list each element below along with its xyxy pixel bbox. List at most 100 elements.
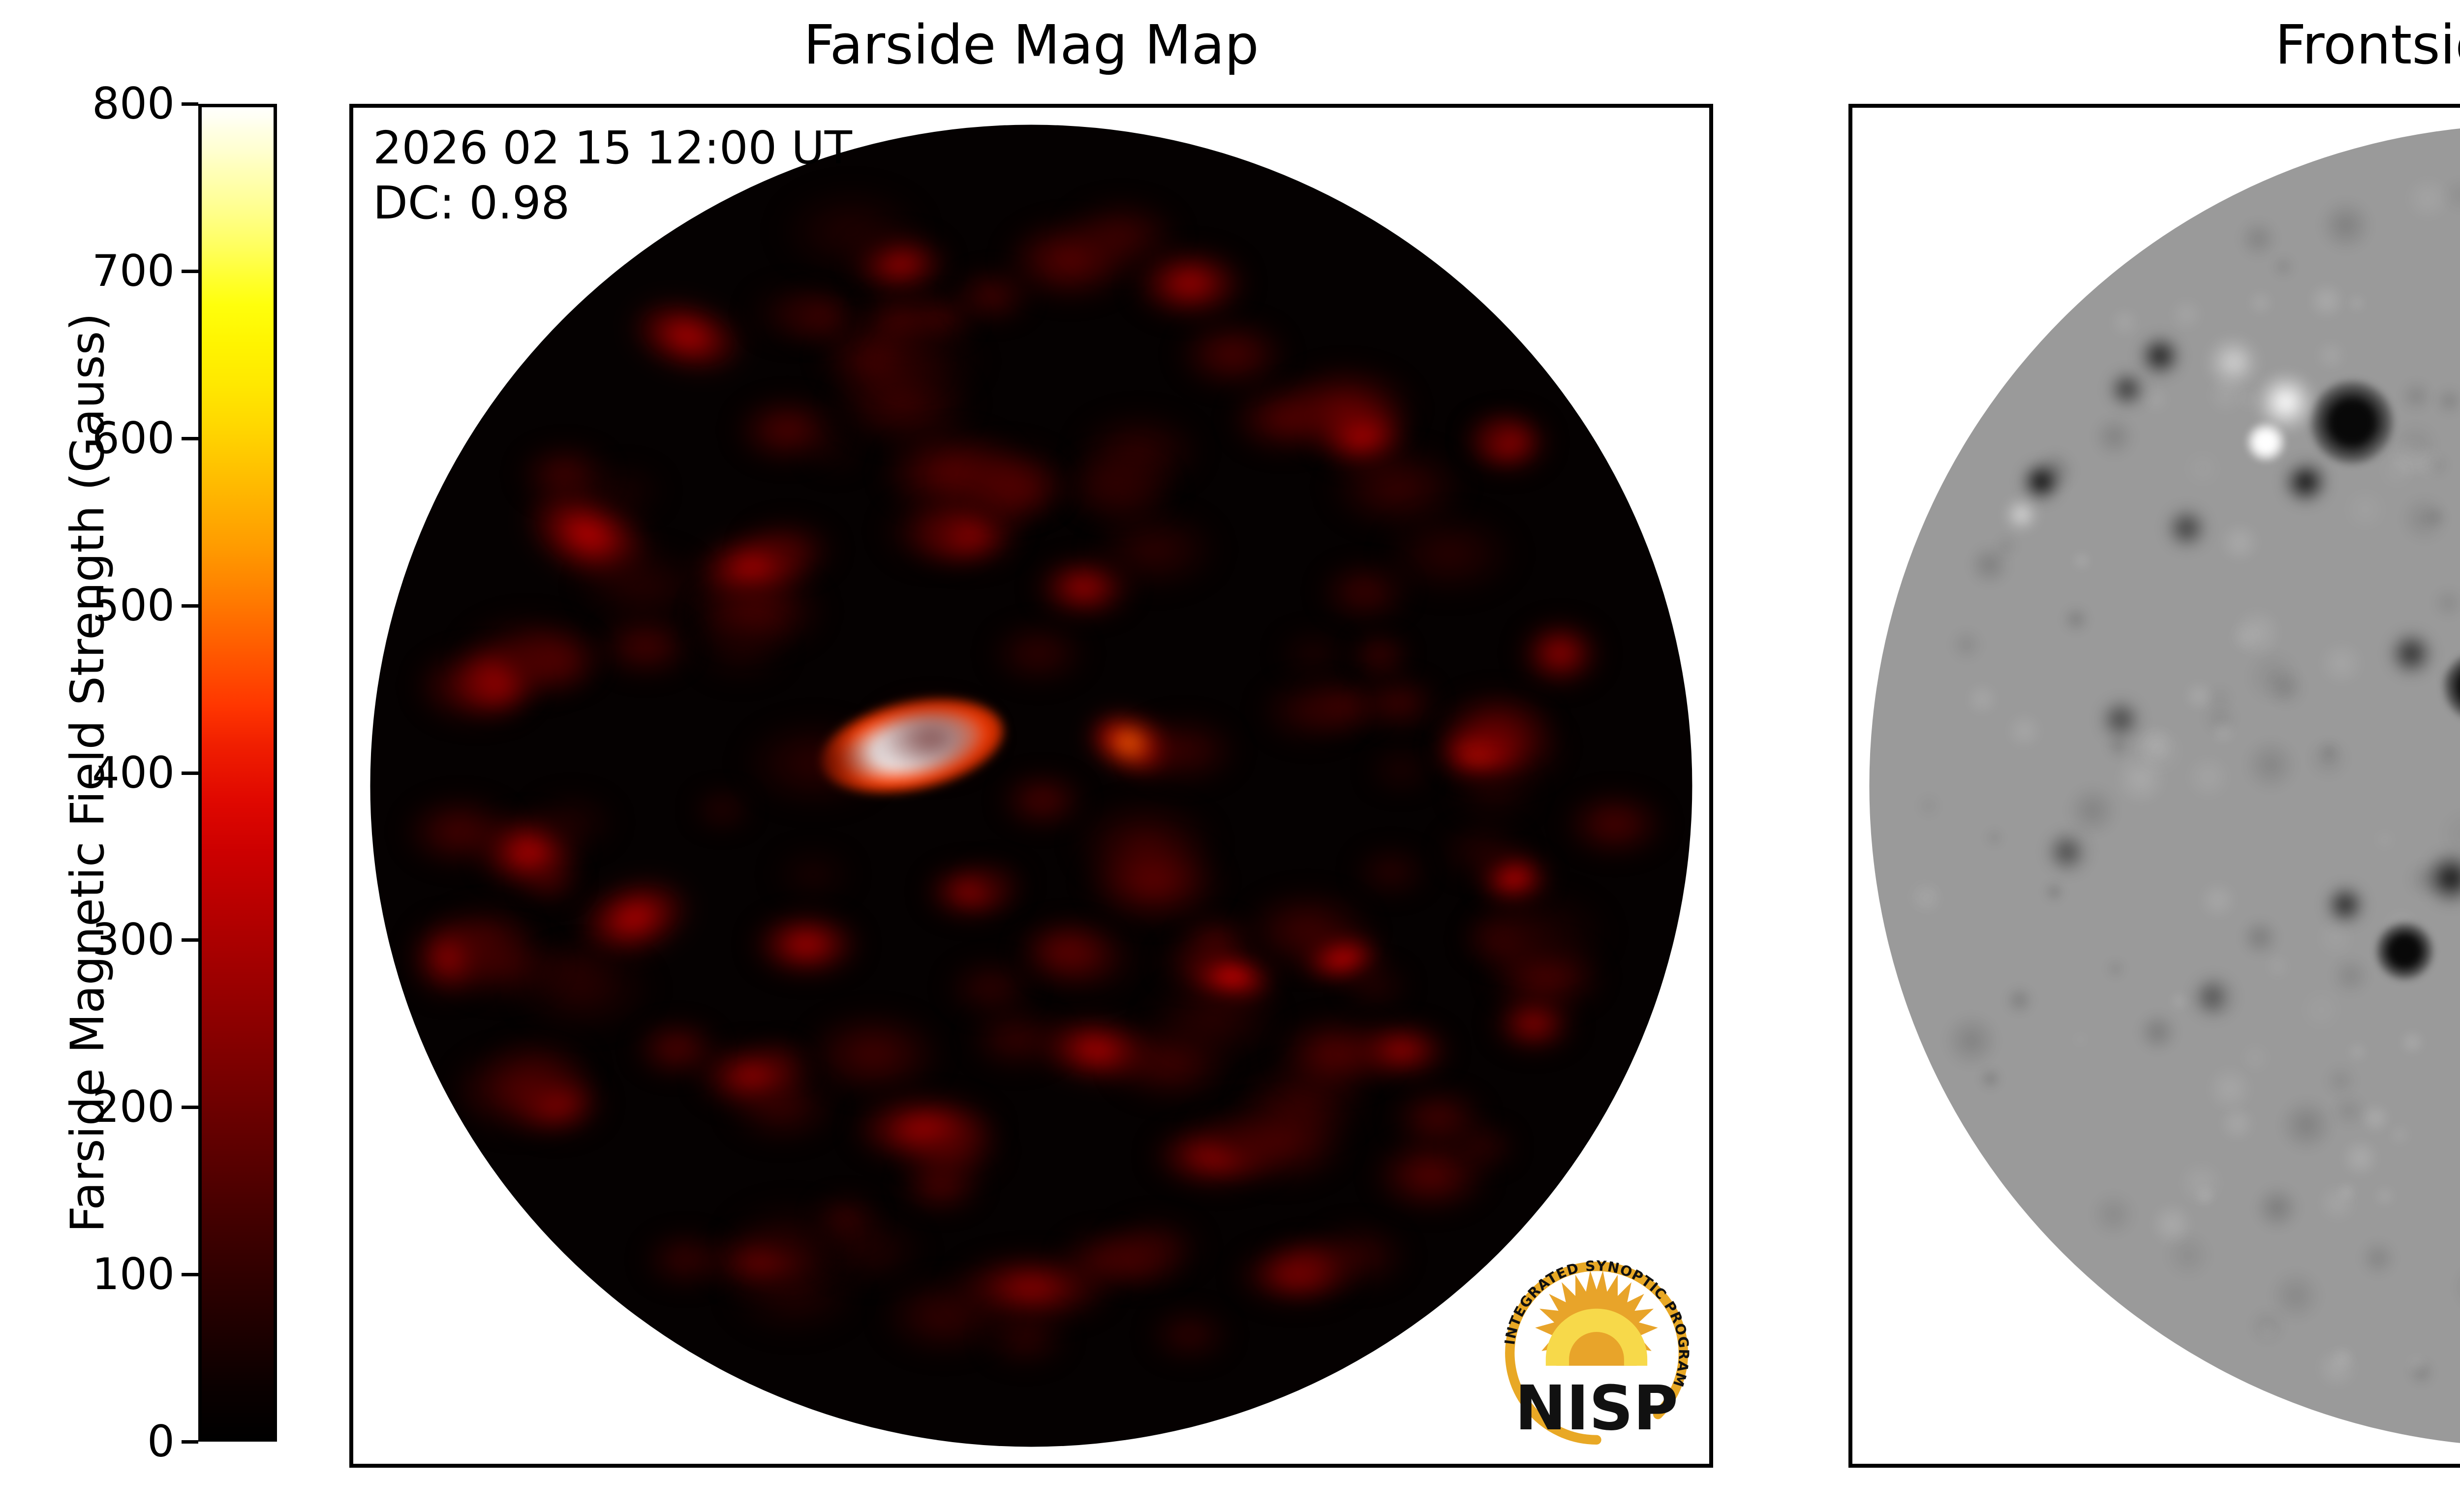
- frontside-network-patch: [2360, 1102, 2391, 1134]
- frontside-network-patch: [2106, 959, 2125, 978]
- frontside-network-patch: [2332, 1094, 2366, 1128]
- farside-network-patch: [1096, 1234, 1182, 1285]
- page-title-frontside: Frontside Mag Map: [1848, 8, 2460, 82]
- farside-network-patch: [1065, 201, 1179, 270]
- colorbar-tick-label: 200: [92, 1085, 175, 1129]
- farside-network-patch: [1060, 1234, 1148, 1287]
- farside-network-patch: [1468, 891, 1608, 975]
- frontside-network-patch: [2165, 1232, 2212, 1279]
- farside-network-patch: [775, 852, 852, 897]
- farside-mag-map-panel[interactable]: 2026 02 15 12:00 UTDC: 0.98 NISP NSO INT…: [349, 104, 1713, 1468]
- farside-network-patch: [1343, 967, 1407, 1005]
- farside-network-patch: [832, 361, 972, 444]
- frontside-network-patch: [2227, 620, 2262, 655]
- farside-network-patch: [1277, 1019, 1395, 1089]
- frontside-network-patch: [2409, 444, 2445, 480]
- frontside-network-patch: [2372, 827, 2398, 853]
- farside-network-patch: [867, 699, 996, 776]
- farside-network-patch: [1239, 1065, 1365, 1141]
- frontside-network-patch: [2375, 449, 2418, 493]
- farside-network-patch: [1231, 387, 1338, 451]
- farside-network-patch: [1108, 1219, 1203, 1276]
- farside-network-patch: [1466, 418, 1527, 454]
- frontside-network-patch: [2218, 1104, 2256, 1142]
- farside-network-patch: [882, 1278, 1007, 1353]
- farside-network-patch: [1062, 451, 1169, 516]
- frontside-network-patch: [2044, 882, 2064, 902]
- page-title-farside: Farside Mag Map: [349, 8, 1713, 82]
- farside-network-patch: [805, 1013, 942, 1095]
- frontside-network-patch: [2005, 986, 2033, 1015]
- farside-network-patch: [882, 497, 994, 565]
- colorbar-tick-label: 500: [92, 584, 175, 627]
- farside-network-patch: [645, 1234, 727, 1284]
- frontside-negative-polarity-region: [2389, 631, 2433, 676]
- frontside-network-patch: [2324, 1064, 2358, 1097]
- frontside-network-patch: [2167, 296, 2205, 334]
- frontside-network-patch: [2246, 649, 2301, 704]
- frontside-network-patch: [2340, 485, 2390, 534]
- farside-network-patch: [489, 1037, 593, 1100]
- frontside-network-patch: [2425, 506, 2445, 527]
- frontside-network-patch: [2092, 415, 2136, 459]
- farside-network-patch: [726, 1203, 853, 1280]
- farside-network-patch: [1305, 684, 1381, 729]
- farside-network-patch: [900, 1120, 1001, 1181]
- farside-active-region: [1520, 622, 1599, 685]
- frontside-negative-polarity-region: [2283, 459, 2328, 504]
- frontside-network-patch: [2053, 830, 2094, 871]
- farside-network-patch: [1330, 447, 1463, 527]
- farside-active-region: [511, 468, 666, 601]
- frontside-network-patch: [2330, 1344, 2356, 1371]
- frontside-network-patch: [1979, 1068, 2001, 1090]
- colorbar-tick-label: 700: [92, 249, 175, 293]
- frontside-negative-polarity-region: [2425, 852, 2460, 904]
- frontside-network-patch: [2317, 1182, 2359, 1224]
- farside-network-patch: [1371, 751, 1432, 788]
- farside-network-patch: [459, 616, 596, 698]
- frontside-network-patch: [1994, 534, 2019, 558]
- farside-network-patch: [1074, 802, 1215, 886]
- frontside-network-patch: [2313, 339, 2348, 373]
- farside-active-region: [1034, 1012, 1161, 1088]
- frontside-network-patch: [2180, 445, 2225, 491]
- frontside-network-patch: [2238, 219, 2278, 259]
- farside-active-region: [952, 1254, 1110, 1323]
- frontside-network-patch: [1905, 876, 1945, 916]
- colorbar-tick-label: 300: [92, 918, 175, 961]
- colorbar[interactable]: 0 100 200 300 400 500 600 700 800: [198, 104, 277, 1442]
- farside-active-region: [813, 684, 1012, 808]
- farside-active-region: [1135, 249, 1246, 318]
- farside-active-region: [1441, 730, 1520, 775]
- colorbar-frame: [198, 104, 277, 1442]
- frontside-network-patch: [2408, 1359, 2435, 1386]
- frontside-mag-map-panel[interactable]: NISP NSO INTEGRATED SYNOPTIC PROGRAM: [1848, 104, 2460, 1468]
- farside-active-region: [410, 918, 489, 997]
- farside-network-patch: [954, 273, 1030, 318]
- frontside-network-patch: [2403, 174, 2452, 223]
- farside-network-patch: [809, 437, 862, 469]
- farside-network-patch: [528, 796, 615, 848]
- farside-network-patch: [743, 720, 887, 806]
- observation-timestamp: 2026 02 15 12:00 UT: [373, 122, 852, 174]
- frontside-network-patch: [1985, 828, 2004, 847]
- farside-network-patch: [1091, 512, 1218, 587]
- farside-network-patch: [1489, 943, 1602, 1010]
- frontside-network-patch: [2105, 733, 2131, 759]
- farside-active-region: [1479, 855, 1548, 902]
- farside-active-region: [1237, 1246, 1353, 1304]
- frontside-negative-polarity-region: [2139, 335, 2182, 377]
- frontside-network-patch: [2204, 981, 2236, 1013]
- farside-network-patch: [1150, 1311, 1229, 1358]
- frontside-network-patch: [2307, 738, 2349, 779]
- frontside-network-patch: [2347, 293, 2366, 312]
- farside-network-patch: [814, 1199, 877, 1237]
- frontside-network-patch: [2183, 679, 2215, 712]
- farside-active-region: [1153, 1124, 1280, 1188]
- frontside-network-patch: [2004, 711, 2044, 751]
- farside-network-patch: [1086, 841, 1222, 922]
- farside-network-patch: [1353, 640, 1407, 672]
- frontside-network-patch: [2258, 1321, 2277, 1340]
- frontside-network-patch: [2313, 916, 2357, 960]
- frontside-network-patch: [1968, 544, 2011, 586]
